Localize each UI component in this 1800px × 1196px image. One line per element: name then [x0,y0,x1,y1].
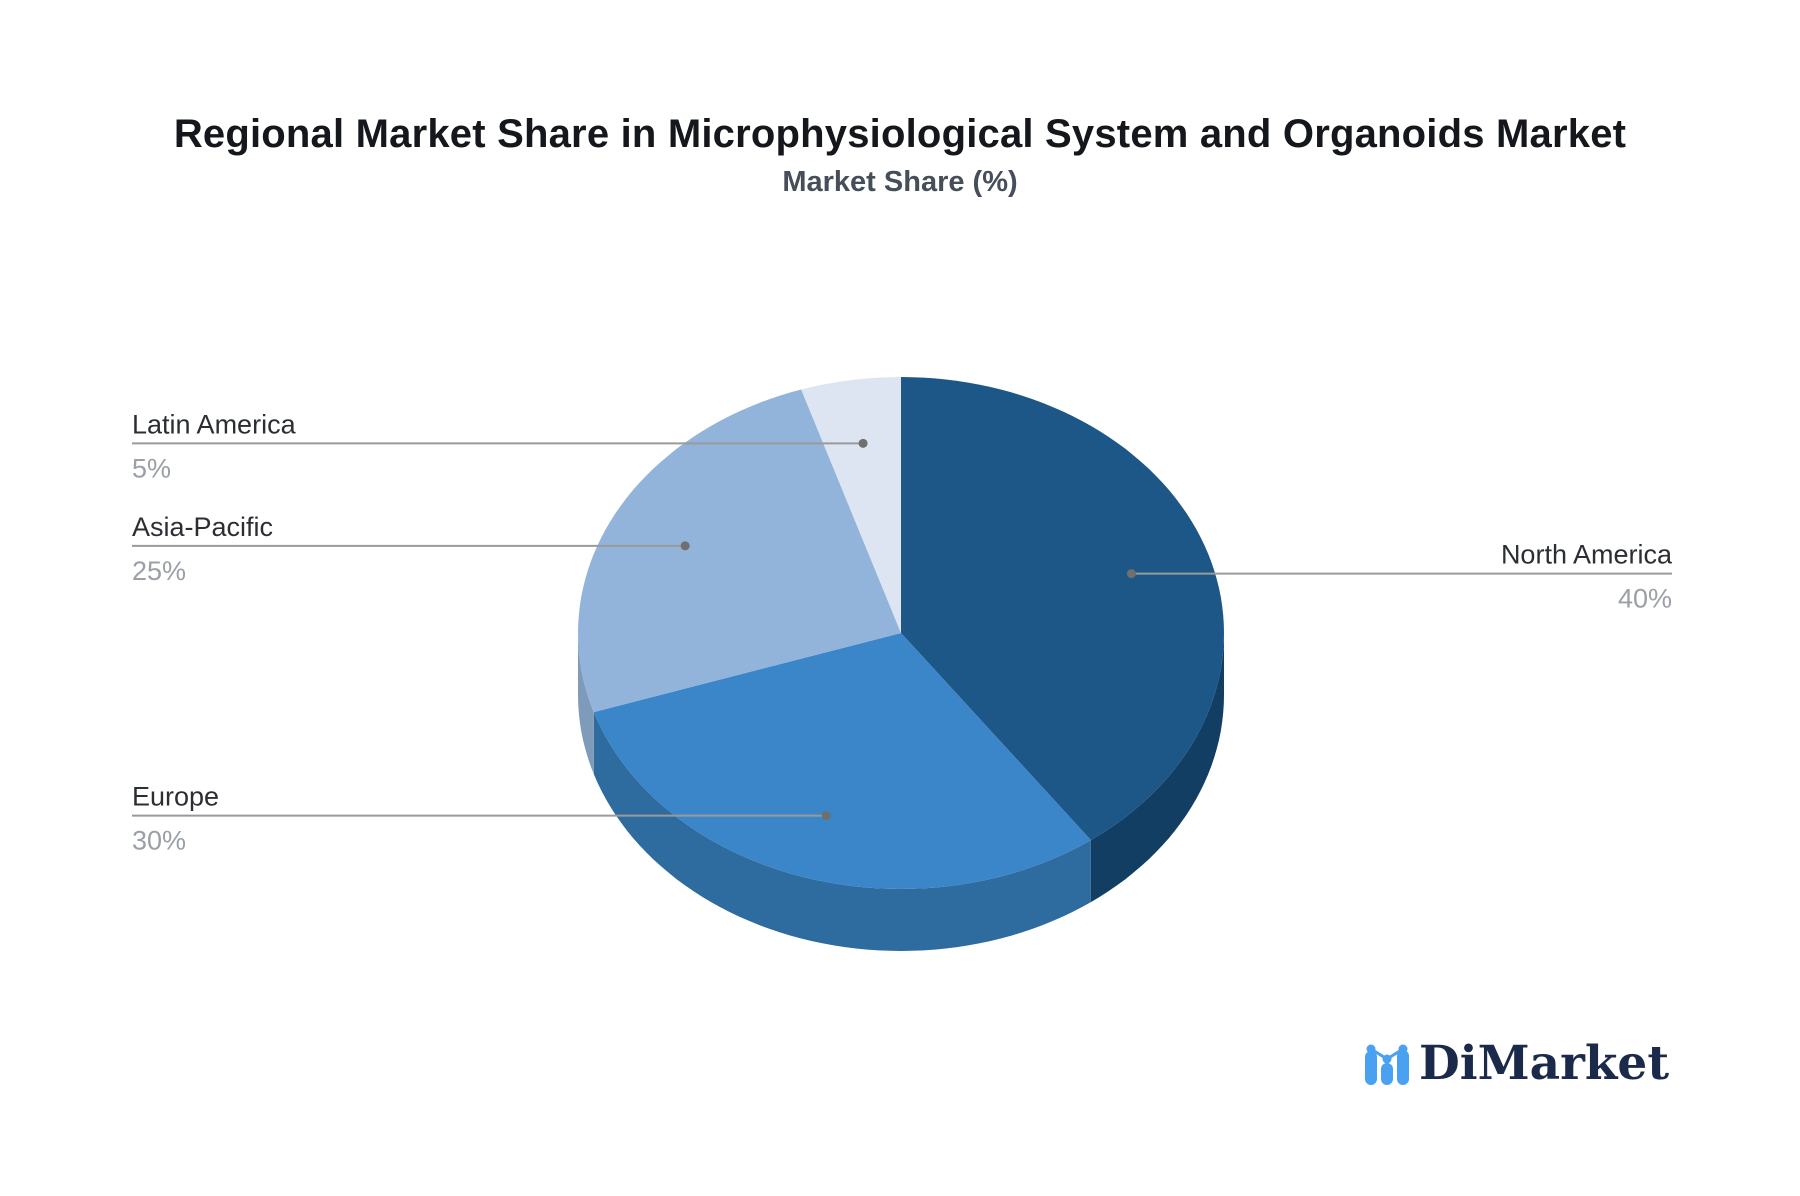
slice-label-north-america: North America [1501,540,1673,570]
leader-dot-europe [821,811,831,821]
slice-pct-europe: 30% [132,826,186,856]
slice-pct-north-america: 40% [1618,584,1672,614]
chart-title: Regional Market Share in Microphysiologi… [173,112,1627,156]
slice-label-asia-pacific: Asia-Pacific [132,512,273,542]
pie-slice-side-asia-pacific [578,633,594,775]
pie-slice-europe [593,633,1091,889]
pie-slice-asia-pacific [578,389,901,713]
slice-pct-latin-america: 5% [132,453,171,483]
slice-label-latin-america: Latin America [132,409,297,439]
brand-icon [1365,1044,1409,1085]
pie-slice-latin-america [801,377,901,633]
leader-dot-asia-pacific [680,541,690,551]
brand-name: DiMarket [1419,1036,1670,1091]
pie-slice-side-europe [593,712,1091,951]
pie-slice-side-north-america [1090,633,1224,903]
slice-label-europe: Europe [132,782,219,812]
leader-dot-latin-america [858,438,868,448]
chart-subtitle: Market Share (%) [782,166,1018,198]
brand-logo: DiMarket [1364,1036,1670,1091]
slice-pct-asia-pacific: 25% [132,556,186,586]
pie-slice-north-america [901,377,1224,841]
leader-dot-north-america [1126,569,1136,579]
